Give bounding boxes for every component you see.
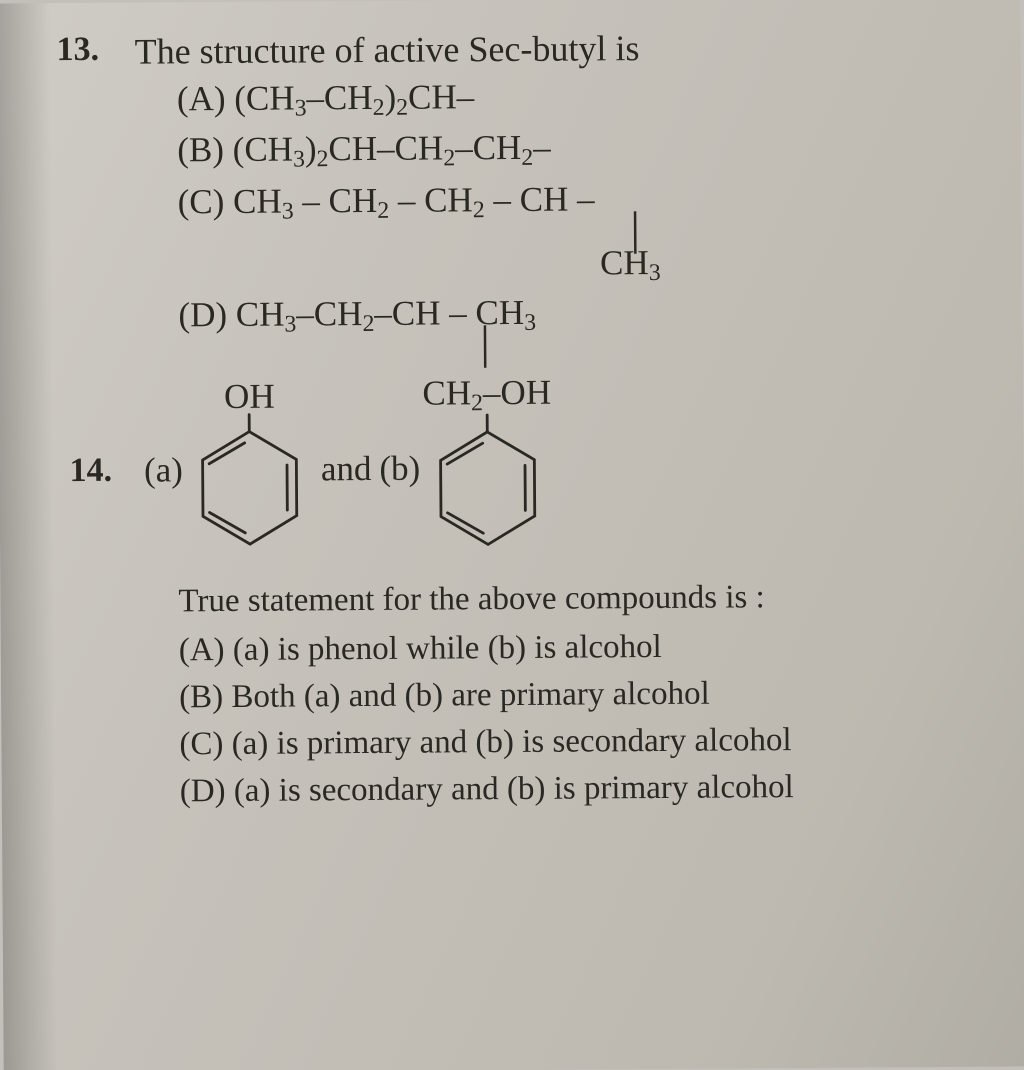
q13-b-label: (B) — [177, 130, 224, 169]
q14-opt-c: (C) (a) is primary and (b) is secondary … — [179, 717, 985, 768]
q13-b-formula: (CH3)2CH–CH2–CH2– — [233, 128, 551, 169]
left-shadow — [0, 3, 64, 1070]
q14-row: 14. (a) OH and (b) CH2–OH — [69, 370, 984, 566]
bond-line-icon: │ — [473, 330, 498, 362]
q14-a-text: (a) is phenol while (b) is alcohol — [233, 629, 662, 668]
q14-opt-d: (D) (a) is secondary and (b) is primary … — [180, 764, 986, 815]
q14-opt-b: (B) Both (a) and (b) are primary alcohol — [179, 670, 985, 721]
q13-opt-c: (C) CH3 – CH2 – CH2 – CH – │ CH3 — [178, 173, 982, 228]
q13-options: (A) (CH3–CH2)2CH– (B) (CH3)2CH–CH2–CH2– … — [177, 71, 983, 342]
q14-number: 14. — [69, 452, 142, 491]
q14-c-text: (a) is primary and (b) is secondary alco… — [232, 722, 792, 762]
benzene-ring-icon — [422, 413, 553, 564]
q14-b-label: (b) — [377, 449, 422, 489]
q14-connector: and — [315, 449, 378, 489]
q14-options: (A) (a) is phenol while (b) is alcohol (… — [179, 623, 986, 814]
q13-opt-b: (B) (CH3)2CH–CH2–CH2– — [177, 122, 981, 177]
q13-c-label: (C) — [178, 182, 225, 221]
q13-line: 13. The structure of active Sec-butyl is — [56, 25, 980, 73]
q14-statement: True statement for the above compounds i… — [178, 578, 984, 621]
q13-d-label: (D) — [178, 295, 227, 334]
q13-c-formula: CH3 – CH2 – CH2 – CH – — [233, 179, 595, 221]
q13-a-formula: (CH3–CH2)2CH– — [234, 77, 474, 118]
q14-compound-a: OH — [184, 377, 315, 564]
page: 13. The structure of active Sec-butyl is… — [0, 0, 1024, 1070]
q14-b-optlabel: (B) — [179, 679, 223, 715]
q13-opt-a: (A) (CH3–CH2)2CH– — [177, 71, 981, 126]
q13-a-label: (A) — [177, 79, 226, 118]
q14-opt-a: (A) (a) is phenol while (b) is alcohol — [179, 623, 985, 674]
q14-c-optlabel: (C) — [179, 726, 223, 762]
q14-compound-b: CH2–OH — [422, 373, 553, 564]
q14-b-text: Both (a) and (b) are primary alcohol — [231, 676, 710, 715]
benzene-ring-icon — [185, 413, 316, 564]
q14-a-label: (a) — [142, 451, 185, 491]
q14-b-topgroup: CH2–OH — [422, 373, 551, 418]
q13-c-subgroup: CH3 — [600, 247, 661, 285]
q14-d-optlabel: (D) — [180, 773, 226, 809]
q14-a-optlabel: (A) — [179, 632, 225, 668]
q13-text: The structure of active Sec-butyl is — [134, 28, 639, 72]
q14-d-text: (a) is secondary and (b) is primary alco… — [234, 769, 794, 809]
q13-opt-d: (D) CH3–CH2–CH – CH3 │ — [178, 287, 982, 342]
q13-number: 13. — [56, 31, 130, 70]
q13-d-substituent: │ — [473, 330, 498, 362]
q14-a-topgroup: OH — [224, 377, 275, 417]
q13-c-substituent: │ CH3 — [600, 216, 661, 285]
